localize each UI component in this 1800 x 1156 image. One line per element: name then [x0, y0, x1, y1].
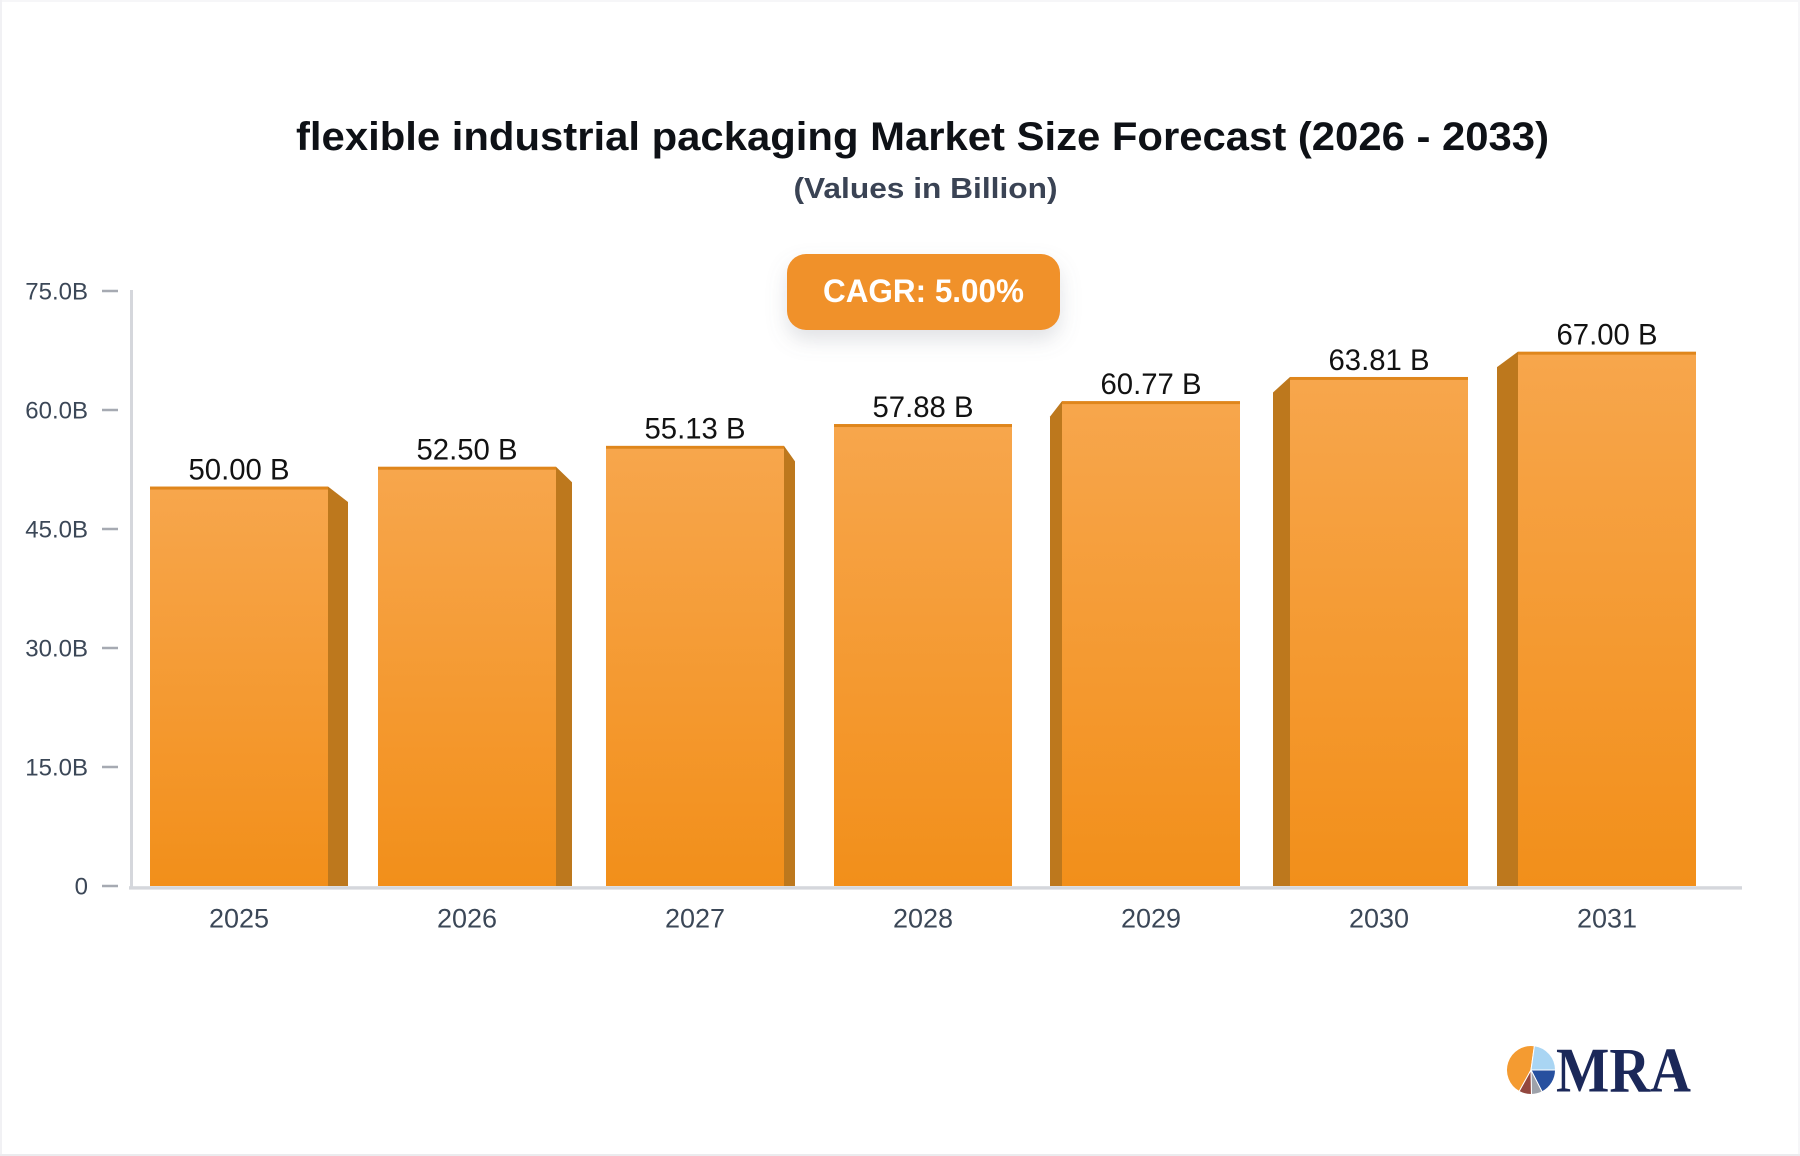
pie-logo-icon [1506, 1045, 1557, 1096]
bar-top-edge [378, 466, 556, 470]
x-axis-label-2029: 2029 [1121, 904, 1181, 934]
x-axis-line [129, 886, 1742, 890]
bar-side-face [556, 466, 572, 886]
bar-side-face [784, 445, 795, 886]
bar-front-face [1518, 354, 1696, 886]
y-axis-label-0: 0 [75, 874, 88, 901]
pie-logo-segment-light-blue [1530, 1045, 1557, 1071]
bar-top-edge [150, 486, 328, 490]
x-axis-label-2026: 2026 [437, 904, 497, 934]
x-axis-label-2030: 2030 [1349, 904, 1409, 934]
bar-front-face [1062, 403, 1240, 886]
cagr-badge: CAGR: 5.00% [787, 254, 1060, 330]
bar-value-label-2031: 67.00 B [1557, 318, 1658, 351]
bar-front-face [1290, 379, 1468, 886]
canvas-edge-bottom [0, 1154, 1800, 1156]
bar-side-face [1273, 376, 1290, 886]
bar-2029[interactable] [1050, 401, 1240, 886]
y-axis-label-60.0B: 60.0B [25, 398, 88, 425]
bar-2025[interactable] [150, 486, 348, 886]
bar-2030[interactable] [1273, 376, 1468, 886]
y-axis-line [130, 290, 133, 890]
x-axis-label-2028: 2028 [893, 904, 953, 934]
canvas-edge-left [0, 0, 2, 1156]
pie-logo-segment-orange [1506, 1045, 1535, 1093]
bar-value-label-2030: 63.81 B [1329, 344, 1430, 377]
pie-logo-segment-maroon [1518, 1068, 1532, 1096]
bar-top-edge [1518, 351, 1696, 355]
y-axis-tick-60.0B [102, 408, 118, 412]
chart-subtitle: (Values in Billion) [794, 173, 1058, 205]
y-axis-tick-0 [102, 884, 118, 888]
bar-value-label-2026: 52.50 B [417, 434, 518, 467]
y-axis-tick-15.0B [102, 765, 118, 769]
bar-value-label-2027: 55.13 B [645, 413, 746, 446]
bar-top-edge [834, 424, 1012, 428]
bar-2026[interactable] [378, 466, 572, 886]
bar-top-edge [606, 445, 784, 449]
cagr-badge-background [787, 254, 1060, 330]
bar-2031[interactable] [1497, 351, 1696, 887]
y-axis-tick-45.0B [102, 527, 118, 531]
canvas-edge-right [1798, 0, 1800, 1156]
bar-value-label-2029: 60.77 B [1101, 368, 1202, 401]
y-axis-tick-75.0B [102, 289, 118, 293]
cagr-badge-label: CAGR: 5.00% [823, 273, 1024, 309]
bar-front-face [606, 448, 784, 886]
canvas-edge-top [0, 0, 1800, 2]
bar-front-face [150, 489, 328, 886]
bar-top-edge [1290, 376, 1468, 380]
brand-logo: MRA [1506, 1035, 1691, 1106]
y-axis-label-45.0B: 45.0B [25, 517, 88, 544]
bar-2027[interactable] [606, 445, 795, 886]
x-axis-label-2027: 2027 [665, 904, 725, 934]
bar-side-face [328, 486, 348, 886]
y-axis: 0 15.0B 30.0B 45.0B 60.0B 75.0B [25, 279, 133, 901]
bar-series [150, 351, 1696, 887]
y-axis-label-75.0B: 75.0B [25, 279, 88, 306]
y-axis-label-15.0B: 15.0B [25, 755, 88, 782]
bar-front-face [834, 426, 1012, 886]
y-axis-tick-30.0B [102, 646, 118, 650]
bar-front-face [378, 469, 556, 886]
x-axis-label-2025: 2025 [209, 904, 269, 934]
bar-value-labels: 50.00 B 52.50 B 55.13 B 57.88 B 60.77 B 63.81… [189, 318, 1658, 486]
bar-side-face [1050, 401, 1062, 886]
bar-top-edge [1062, 401, 1240, 405]
x-axis-label-2031: 2031 [1577, 904, 1637, 934]
bar-value-label-2028: 57.88 B [873, 391, 974, 424]
bar-value-label-2025: 50.00 B [189, 453, 290, 486]
y-axis-label-30.0B: 30.0B [25, 636, 88, 663]
bar-side-face [1497, 351, 1518, 887]
chart-title: flexible industrial packaging Market Siz… [296, 115, 1549, 159]
bar-2028[interactable] [834, 424, 1012, 886]
brand-logo-text: MRA [1556, 1035, 1691, 1106]
x-axis: 2025 2026 2027 2028 2029 2030 2031 [129, 886, 1742, 934]
